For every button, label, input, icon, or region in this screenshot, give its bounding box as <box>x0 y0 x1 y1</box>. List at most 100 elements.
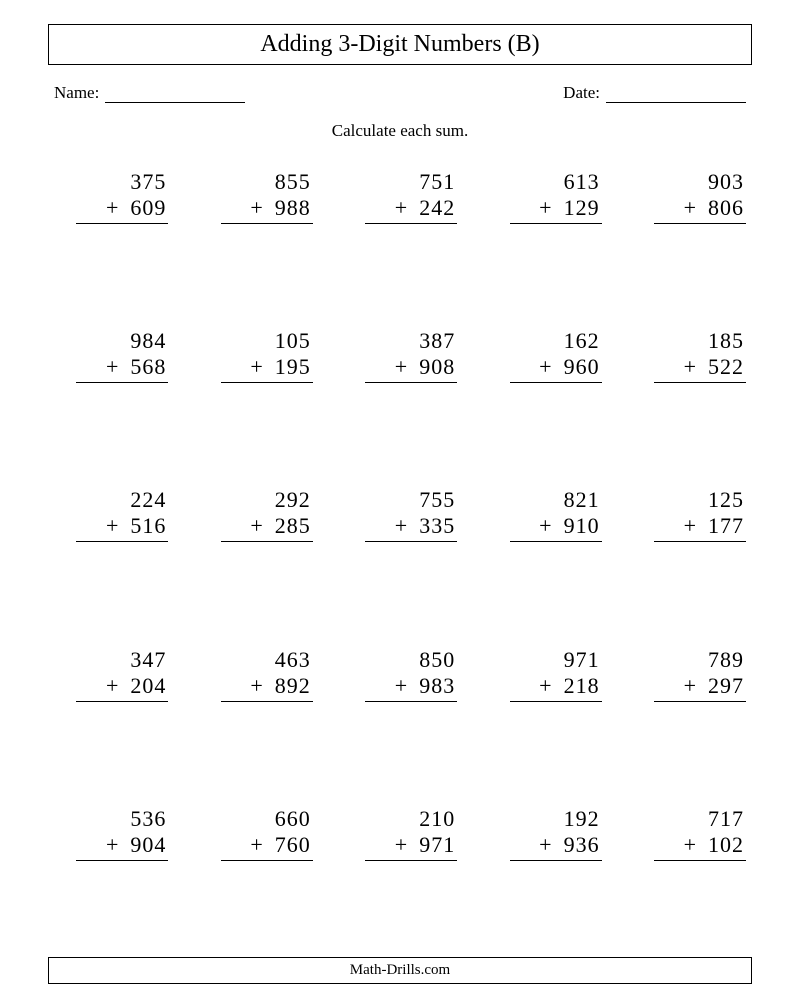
addend-bottom: 242 <box>419 195 455 221</box>
problem: 347 +204 <box>48 647 174 780</box>
addend-bottom-row: +285 <box>221 513 313 542</box>
name-blank <box>105 85 245 103</box>
addend-bottom: 102 <box>708 832 744 858</box>
problem: 903+806 <box>626 169 752 302</box>
addend-bottom-row: +195 <box>221 354 313 383</box>
addend-top: 375 <box>130 169 168 195</box>
addend-top: 850 <box>419 647 457 673</box>
problem: 192+936 <box>481 806 607 939</box>
operator: + <box>250 673 262 699</box>
operator: + <box>539 354 551 380</box>
problem: 105+195 <box>192 328 318 461</box>
addend-bottom-row: +297 <box>654 673 746 702</box>
info-row: Name: Date: <box>48 83 752 103</box>
operator: + <box>250 354 262 380</box>
problem: 210 +971 <box>337 806 463 939</box>
problem: 375+609 <box>48 169 174 302</box>
problem: 162+960 <box>481 328 607 461</box>
problem: 125+177 <box>626 487 752 620</box>
operator: + <box>250 195 262 221</box>
addend-bottom: 983 <box>419 673 455 699</box>
addend-top: 105 <box>275 328 313 354</box>
addend-bottom-row: +806 <box>654 195 746 224</box>
operator: + <box>395 513 407 539</box>
operator: + <box>106 832 118 858</box>
addend-bottom-row: +983 <box>365 673 457 702</box>
addend-bottom: 195 <box>275 354 311 380</box>
addend-bottom-row: +522 <box>654 354 746 383</box>
date-blank <box>606 85 746 103</box>
addend-bottom-row: +960 <box>510 354 602 383</box>
problem: 717 +102 <box>626 806 752 939</box>
addend-bottom: 285 <box>275 513 311 539</box>
operator: + <box>539 832 551 858</box>
addend-top: 855 <box>275 169 313 195</box>
operator: + <box>106 354 118 380</box>
addend-bottom: 568 <box>130 354 166 380</box>
addend-top: 821 <box>564 487 602 513</box>
operator: + <box>684 832 696 858</box>
instruction: Calculate each sum. <box>48 121 752 141</box>
addend-top: 755 <box>419 487 457 513</box>
operator: + <box>539 513 551 539</box>
name-field: Name: <box>54 83 245 103</box>
addend-bottom-row: +516 <box>76 513 168 542</box>
addend-top: 347 <box>130 647 168 673</box>
addend-top: 717 <box>708 806 746 832</box>
addend-top: 984 <box>130 328 168 354</box>
addend-bottom: 908 <box>419 354 455 380</box>
problem: 789+297 <box>626 647 752 780</box>
worksheet-title: Adding 3-Digit Numbers (B) <box>61 31 739 58</box>
addend-top: 210 <box>419 806 457 832</box>
addend-top: 789 <box>708 647 746 673</box>
addend-bottom: 936 <box>564 832 600 858</box>
problem-grid: 375+609855+988751+242613+129903+806984+5… <box>48 169 752 939</box>
operator: + <box>106 673 118 699</box>
addend-top: 751 <box>419 169 457 195</box>
addend-top: 660 <box>275 806 313 832</box>
problem: 850+983 <box>337 647 463 780</box>
addend-bottom-row: +936 <box>510 832 602 861</box>
addend-top: 192 <box>564 806 602 832</box>
problem: 463+892 <box>192 647 318 780</box>
operator: + <box>684 673 696 699</box>
addend-bottom: 297 <box>708 673 744 699</box>
problem: 536 +904 <box>48 806 174 939</box>
addend-bottom-row: +568 <box>76 354 168 383</box>
operator: + <box>539 195 551 221</box>
addend-bottom: 516 <box>130 513 166 539</box>
operator: + <box>250 513 262 539</box>
problem: 613+129 <box>481 169 607 302</box>
addend-top: 185 <box>708 328 746 354</box>
addend-bottom: 177 <box>708 513 744 539</box>
addend-top: 463 <box>275 647 313 673</box>
problem: 971+218 <box>481 647 607 780</box>
operator: + <box>395 832 407 858</box>
addend-bottom-row: +908 <box>365 354 457 383</box>
addend-bottom: 335 <box>419 513 455 539</box>
addend-bottom: 129 <box>564 195 600 221</box>
problem: 751+242 <box>337 169 463 302</box>
problem: 660+760 <box>192 806 318 939</box>
addend-bottom: 904 <box>130 832 166 858</box>
title-box: Adding 3-Digit Numbers (B) <box>48 24 752 65</box>
addend-top: 125 <box>708 487 746 513</box>
date-label: Date: <box>563 83 600 103</box>
addend-top: 536 <box>130 806 168 832</box>
addend-bottom-row: +892 <box>221 673 313 702</box>
addend-bottom: 910 <box>564 513 600 539</box>
addend-bottom-row: +609 <box>76 195 168 224</box>
addend-top: 162 <box>564 328 602 354</box>
addend-top: 292 <box>275 487 313 513</box>
addend-bottom: 218 <box>564 673 600 699</box>
addend-bottom: 971 <box>419 832 455 858</box>
addend-bottom-row: +177 <box>654 513 746 542</box>
addend-bottom-row: +760 <box>221 832 313 861</box>
addend-top: 387 <box>419 328 457 354</box>
addend-bottom: 204 <box>130 673 166 699</box>
addend-bottom: 609 <box>130 195 166 221</box>
problem: 755 +335 <box>337 487 463 620</box>
name-label: Name: <box>54 83 99 103</box>
problem: 821 +910 <box>481 487 607 620</box>
operator: + <box>106 513 118 539</box>
